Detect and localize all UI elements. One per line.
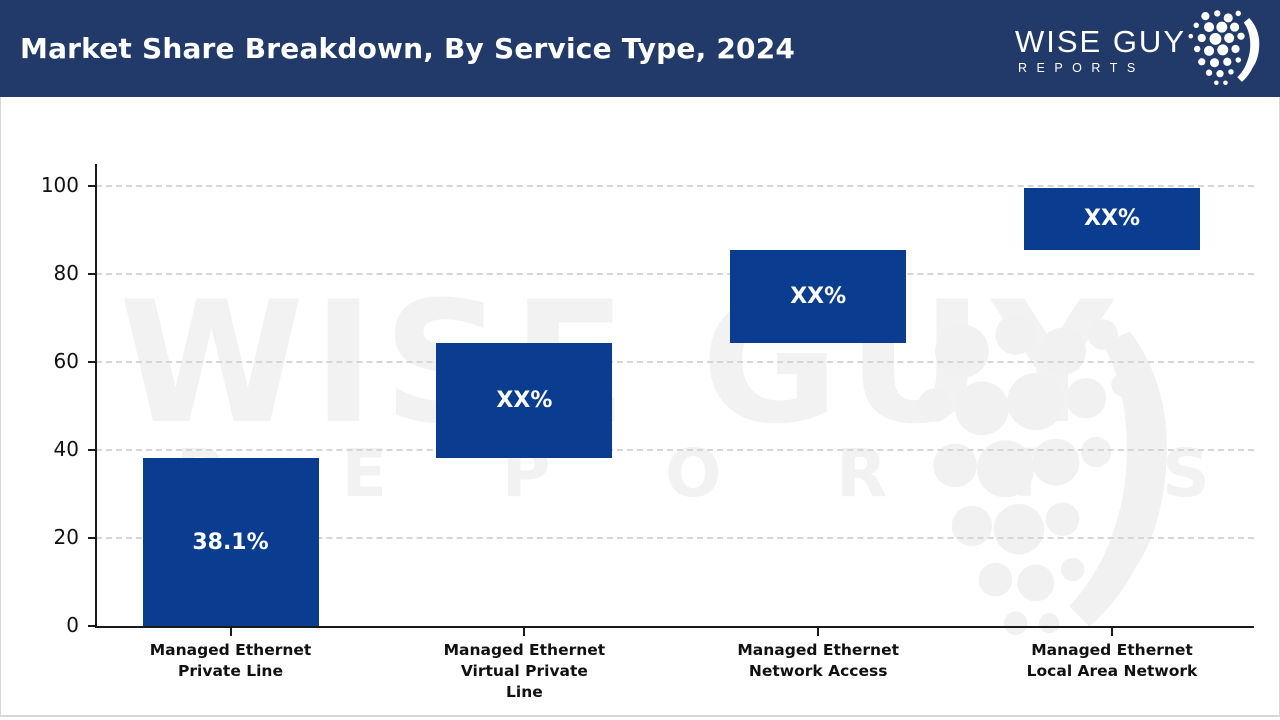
y-tick-label-80: 80: [53, 261, 79, 285]
x-category-label-line: Virtual Private: [460, 662, 588, 680]
x-category-label-line: Managed Ethernet: [149, 641, 312, 659]
gridline-80: [96, 273, 1254, 275]
x-tick-mark-0: [229, 628, 232, 636]
bar-value-label-1: XX%: [496, 387, 553, 413]
y-tick-mark-0: [88, 625, 96, 627]
bar-value-label-0: 38.1%: [192, 529, 269, 555]
x-category-label-1: Managed Ethernet Virtual Private Line: [404, 640, 644, 703]
x-category-label-line: Managed Ethernet: [737, 641, 899, 659]
gridline-40: [96, 449, 1254, 451]
x-axis-line: [95, 626, 1254, 628]
y-tick-label-0: 0: [66, 613, 79, 637]
x-category-label-line: Private Line: [178, 662, 283, 680]
chart-title: Market Share Breakdown, By Service Type,…: [20, 32, 796, 65]
x-category-label-line: Managed Ethernet: [443, 641, 606, 659]
bar-segment-3: XX%: [1024, 187, 1200, 250]
y-tick-label-20: 20: [53, 525, 79, 549]
bar-segment-1: XX%: [436, 342, 613, 459]
brand-name: WISE GUY: [1014, 23, 1186, 59]
y-tick-label-100: 100: [40, 173, 79, 197]
y-axis-line: [95, 164, 97, 628]
x-category-label-line: Network Access: [748, 662, 888, 680]
bar-segment-2: XX%: [730, 249, 907, 343]
y-tick-label-60: 60: [53, 349, 79, 373]
brand-logo: WISE GUY REPORTS: [1015, 6, 1266, 92]
bar-segment-0: 38.1%: [142, 458, 319, 626]
x-category-label-0: Managed Ethernet Private Line: [111, 640, 351, 682]
gridline-100: [96, 185, 1254, 187]
watermark-head-icon: [918, 314, 1167, 635]
y-tick-mark-80: [88, 273, 96, 275]
y-tick-mark-100: [88, 185, 96, 187]
brand-logo-text: WISE GUY REPORTS: [1015, 24, 1186, 75]
brand-subtitle: REPORTS: [1017, 60, 1145, 75]
bar-value-label-2: XX%: [790, 283, 847, 309]
y-tick-mark-20: [88, 537, 96, 539]
x-category-label-line: Local Area Network: [1026, 662, 1198, 680]
x-category-label-3: Managed Ethernet Local Area Network: [992, 640, 1232, 682]
y-tick-mark-40: [88, 449, 96, 451]
header-bar: Market Share Breakdown, By Service Type,…: [0, 0, 1280, 97]
y-tick-mark-60: [88, 361, 96, 363]
x-category-label-line: Line: [506, 683, 543, 701]
gridline-20: [96, 537, 1254, 539]
dotted-head-icon: [1188, 10, 1260, 86]
x-category-label-line: Managed Ethernet: [1031, 641, 1193, 659]
gridline-60: [96, 361, 1254, 363]
x-category-label-2: Managed Ethernet Network Access: [698, 640, 938, 682]
x-tick-mark-1: [523, 628, 526, 636]
x-tick-mark-2: [817, 628, 820, 636]
x-tick-mark-3: [1111, 628, 1113, 636]
y-tick-label-40: 40: [53, 437, 79, 461]
bar-value-label-3: XX%: [1084, 206, 1140, 232]
chart-canvas: WISE GUY R E P O R T S 0 20 40 60 80 100 38.1%…: [0, 97, 1280, 717]
